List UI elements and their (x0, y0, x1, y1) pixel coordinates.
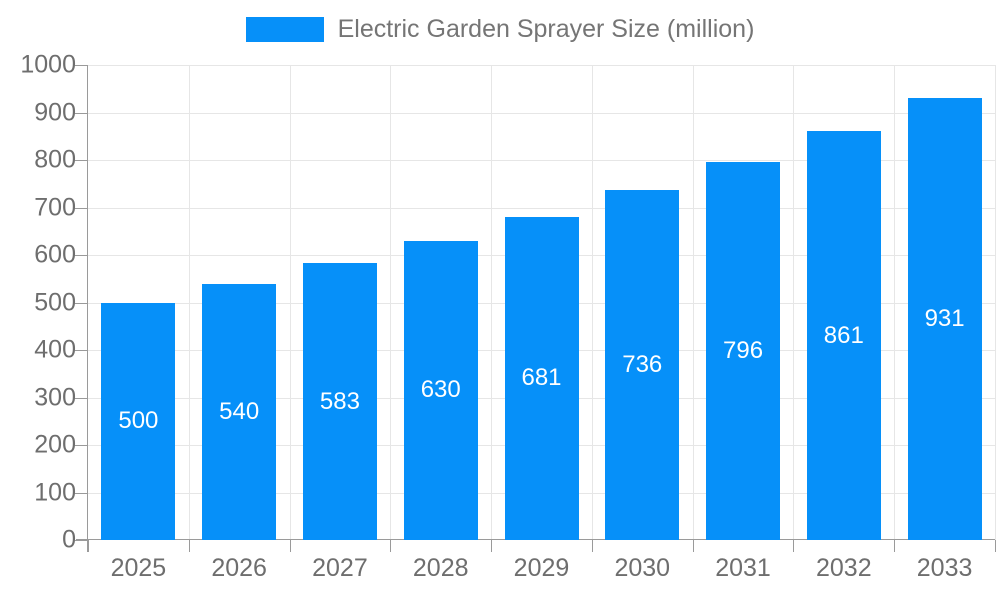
x-axis-label: 2026 (211, 554, 267, 582)
bar-value-label: 931 (924, 304, 965, 332)
y-axis-tick (75, 302, 87, 304)
x-axis-label: 2033 (916, 554, 973, 582)
plot-area: 0 100 200 300 400 500 600 700 800 900 1000 500 2025 5… (20, 52, 996, 582)
y-axis-tick (75, 255, 87, 256)
y-axis-tick (75, 112, 87, 114)
x-axis-tick (591, 540, 593, 552)
x-axis-label: 2030 (614, 554, 671, 582)
y-axis-tick (75, 540, 87, 541)
y-axis-label: 200 (34, 430, 76, 459)
y-axis-label: 900 (34, 98, 76, 126)
y-gridline (88, 207, 995, 209)
bar-2025[interactable]: 500 (101, 302, 176, 540)
x-axis-tick (289, 540, 291, 552)
bar-2031[interactable]: 796 (706, 161, 781, 540)
x-axis-label: 2031 (715, 554, 771, 582)
y-axis-tick (75, 207, 87, 209)
x-axis-label: 2028 (412, 554, 469, 582)
bar-2033[interactable]: 931 (907, 97, 982, 540)
bar-2029[interactable]: 681 (504, 216, 579, 540)
y-axis-label: 0 (62, 525, 76, 554)
y-axis-label: 400 (34, 335, 76, 364)
x-axis-tick (390, 540, 392, 552)
y-axis-label: 100 (34, 478, 76, 506)
x-axis-tick (88, 540, 89, 552)
bar-2027[interactable]: 583 (302, 263, 377, 540)
x-axis-tick (793, 540, 795, 552)
x-gridline (491, 65, 493, 540)
y-axis-label: 500 (34, 288, 76, 316)
y-gridline (88, 65, 995, 66)
x-gridline (188, 65, 190, 540)
legend-item[interactable]: Electric Garden Sprayer Size (million) (0, 16, 1000, 43)
y-axis-label: 600 (34, 240, 76, 269)
x-gridline (390, 65, 392, 540)
bar-value-label: 583 (319, 387, 360, 415)
x-axis-label: 2029 (513, 554, 570, 582)
bar-2030[interactable]: 736 (605, 190, 680, 540)
x-axis-tick (692, 540, 694, 552)
y-axis-label: 700 (34, 193, 76, 221)
y-axis-line (87, 65, 88, 552)
y-axis-label: 800 (34, 145, 76, 174)
x-gridline (591, 65, 593, 540)
bar-value-label: 630 (420, 376, 461, 404)
x-axis-tick (491, 540, 493, 552)
x-axis-label: 2027 (312, 554, 368, 582)
y-axis-tick (75, 492, 87, 494)
x-axis-tick (995, 540, 996, 552)
x-gridline (894, 65, 896, 540)
bar-value-label: 796 (723, 336, 764, 364)
bar-value-label: 861 (823, 321, 864, 349)
y-gridline (88, 112, 995, 114)
y-axis-label: 300 (34, 383, 76, 411)
x-axis-tick (188, 540, 190, 552)
bar-value-label: 681 (521, 364, 562, 392)
bar-value-label: 500 (118, 407, 159, 435)
y-axis-tick (75, 350, 87, 351)
legend-label: Electric Garden Sprayer Size (million) (337, 15, 755, 43)
bar-value-label: 736 (622, 351, 663, 379)
y-gridline (88, 160, 995, 161)
x-gridline (289, 65, 291, 540)
bar-value-label: 540 (219, 397, 260, 425)
x-axis-label: 2025 (110, 554, 167, 582)
bar-2032[interactable]: 861 (806, 131, 881, 540)
y-axis-tick (75, 65, 87, 66)
x-gridline (692, 65, 694, 540)
y-axis-label: 1000 (20, 50, 76, 79)
x-gridline (793, 65, 795, 540)
y-axis-tick (75, 160, 87, 161)
x-axis-tick (894, 540, 896, 552)
y-axis-tick (75, 397, 87, 399)
x-gridline (995, 65, 996, 540)
y-axis-tick (75, 445, 87, 446)
bar-2026[interactable]: 540 (202, 283, 277, 540)
x-axis-label: 2032 (816, 554, 872, 582)
bar-2028[interactable]: 630 (403, 240, 478, 540)
legend-swatch (245, 17, 324, 42)
